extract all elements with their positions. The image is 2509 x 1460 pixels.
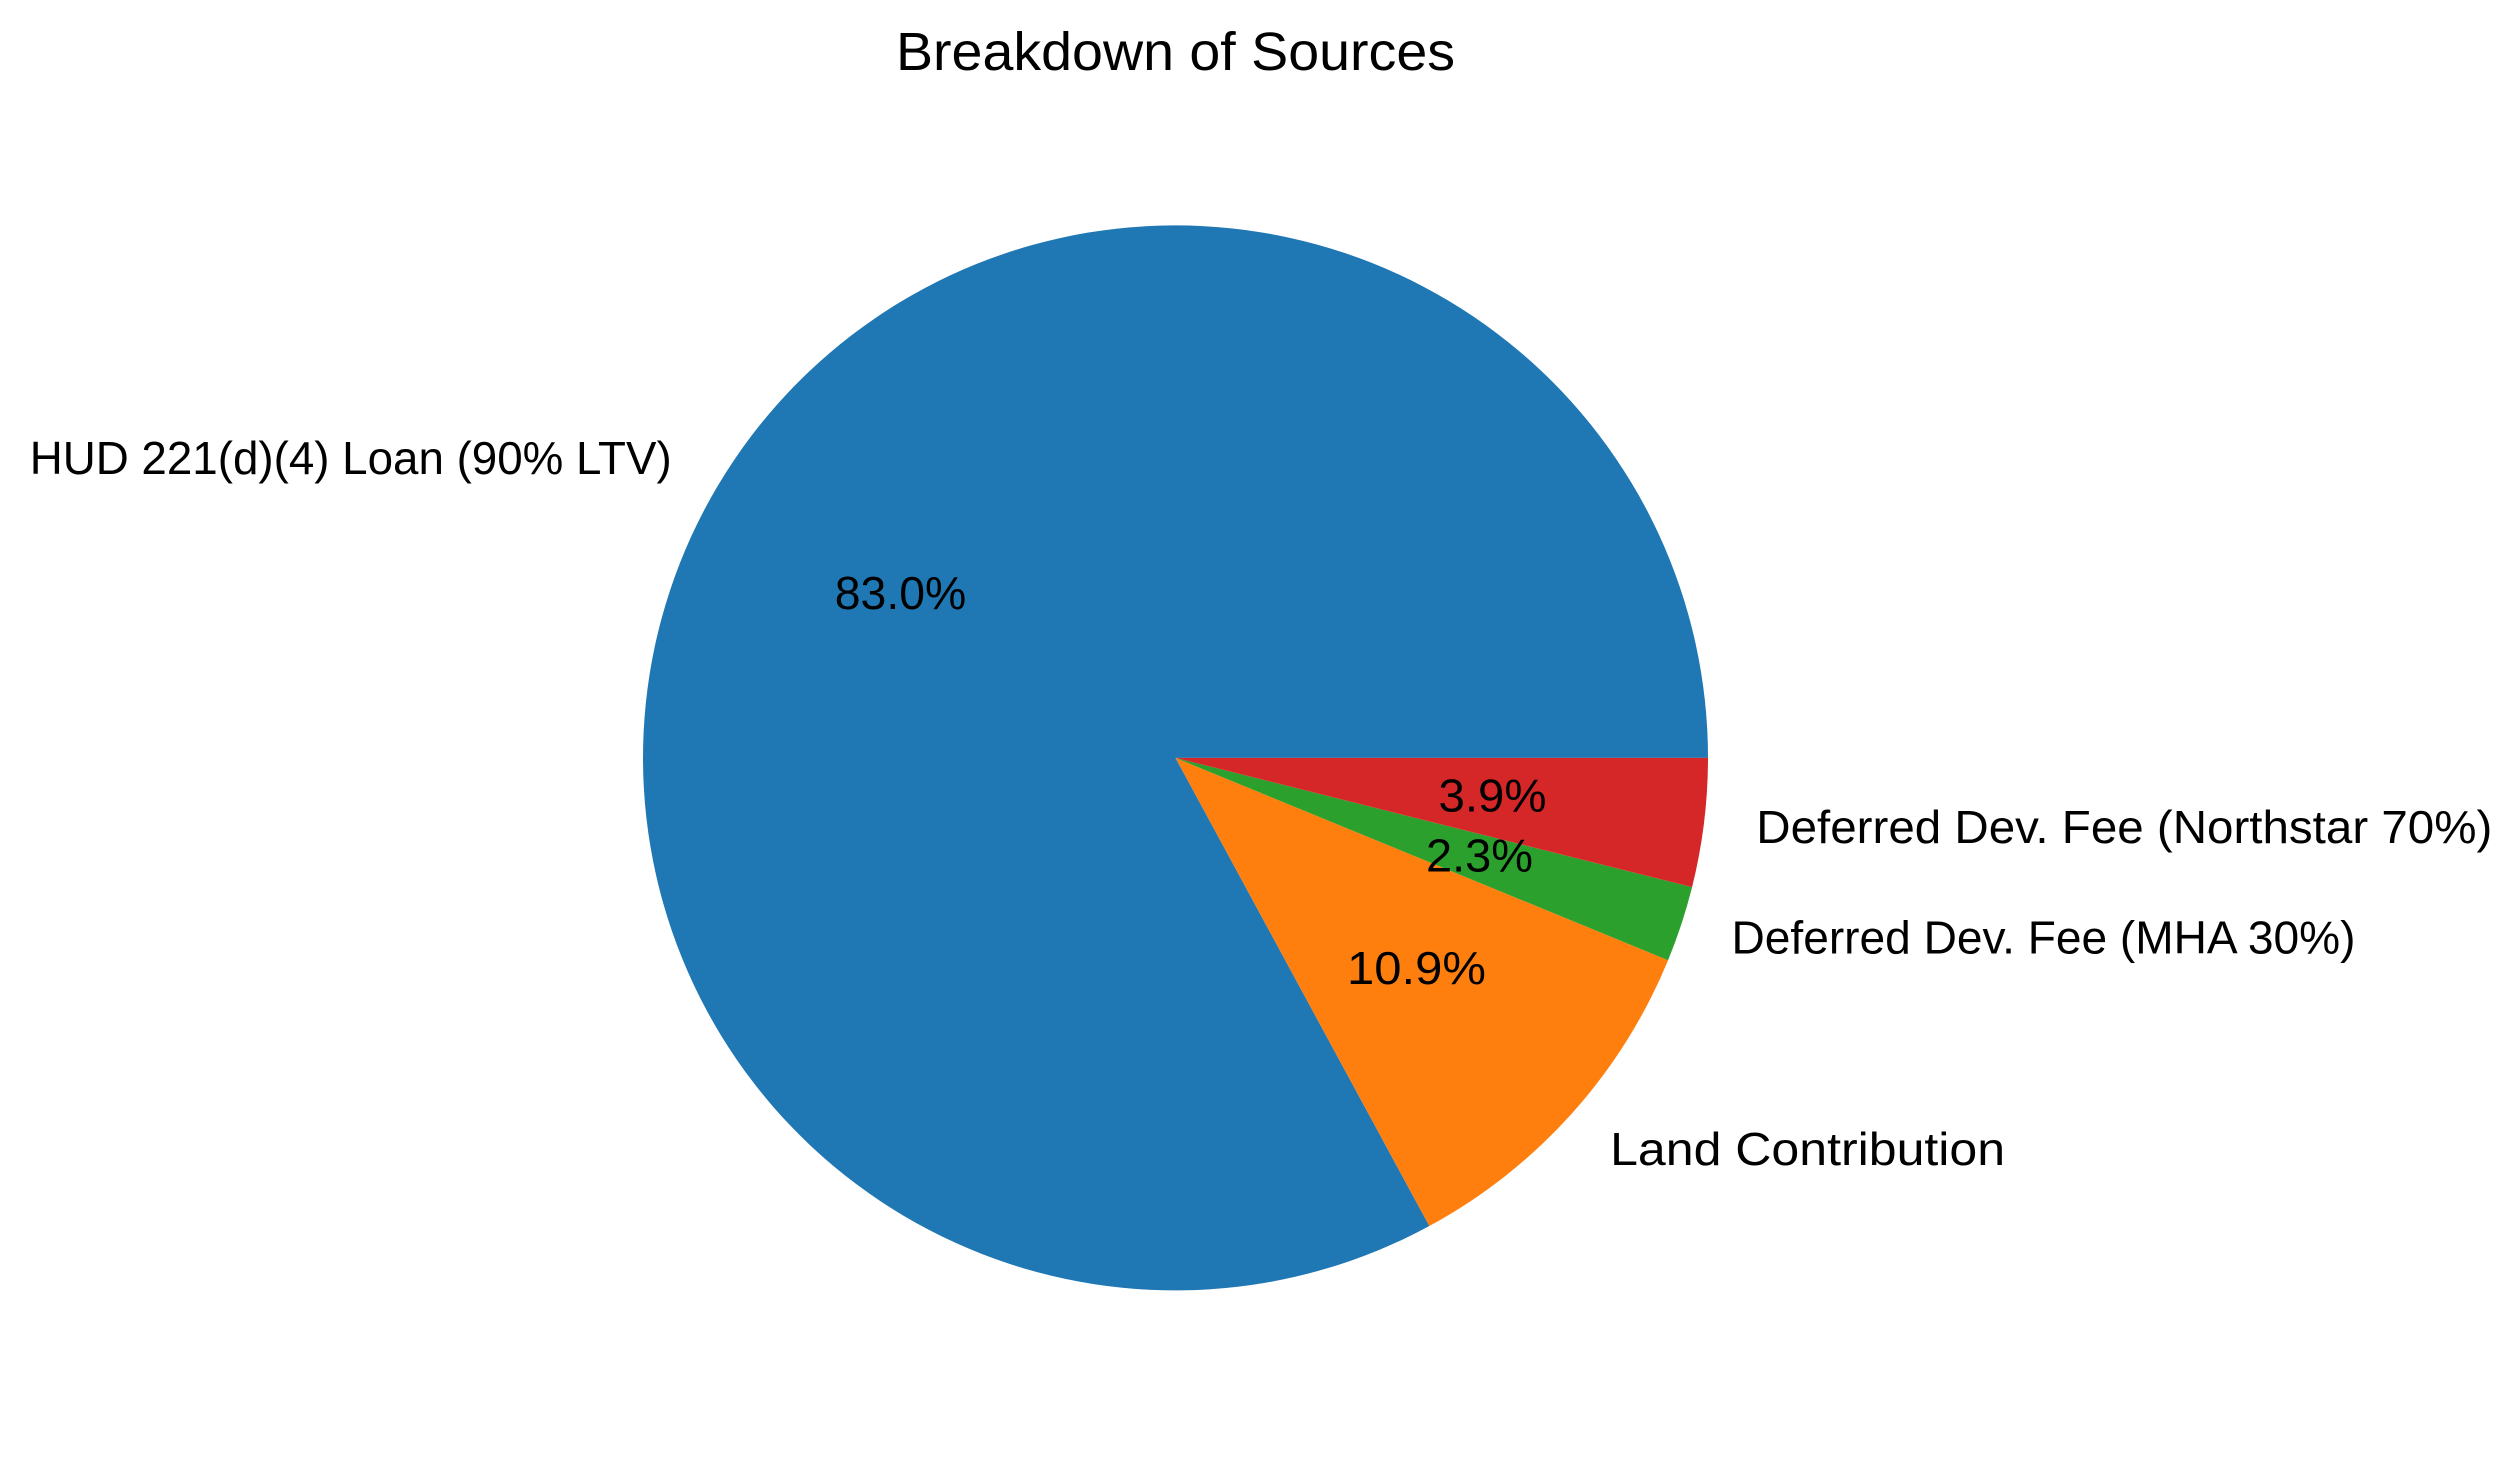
svg-text:Deferred Dev. Fee (Northstar 7: Deferred Dev. Fee (Northstar 70%) xyxy=(1756,801,2492,853)
svg-text:Breakdown of Sources: Breakdown of Sources xyxy=(896,22,1455,82)
svg-text:3.9%: 3.9% xyxy=(1439,770,1547,822)
svg-text:Land Contribution: Land Contribution xyxy=(1610,1123,2005,1175)
svg-text:10.9%: 10.9% xyxy=(1347,942,1486,994)
svg-text:2.3%: 2.3% xyxy=(1426,830,1533,882)
svg-text:83.0%: 83.0% xyxy=(835,567,967,619)
svg-text:Deferred Dev. Fee (MHA 30%): Deferred Dev. Fee (MHA 30%) xyxy=(1732,912,2356,964)
svg-text:HUD 221(d)(4) Loan (90% LTV): HUD 221(d)(4) Loan (90% LTV) xyxy=(30,432,672,484)
